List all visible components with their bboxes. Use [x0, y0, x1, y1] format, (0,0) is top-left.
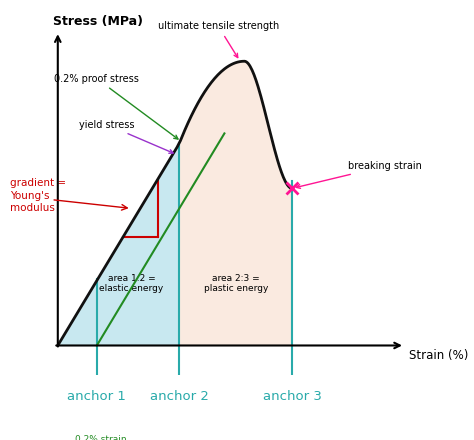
Text: 0.2% proof stress: 0.2% proof stress: [55, 73, 178, 139]
Text: 0.2% strain: 0.2% strain: [75, 435, 127, 440]
Text: Strain (%): Strain (%): [409, 349, 469, 362]
Text: ultimate tensile strength: ultimate tensile strength: [158, 21, 279, 58]
Text: anchor 3: anchor 3: [263, 390, 321, 403]
Text: anchor 1: anchor 1: [67, 390, 126, 403]
Polygon shape: [58, 147, 179, 345]
Text: area 1:2 =
elastic energy: area 1:2 = elastic energy: [100, 274, 164, 293]
Text: yield stress: yield stress: [80, 120, 173, 153]
Text: breaking strain: breaking strain: [296, 161, 422, 188]
Text: Stress (MPa): Stress (MPa): [54, 15, 144, 28]
Text: gradient =
Young's
modulus: gradient = Young's modulus: [10, 179, 66, 213]
Text: anchor 2: anchor 2: [150, 390, 209, 403]
Text: area 2:3 =
plastic energy: area 2:3 = plastic energy: [203, 274, 268, 293]
Polygon shape: [179, 61, 292, 345]
